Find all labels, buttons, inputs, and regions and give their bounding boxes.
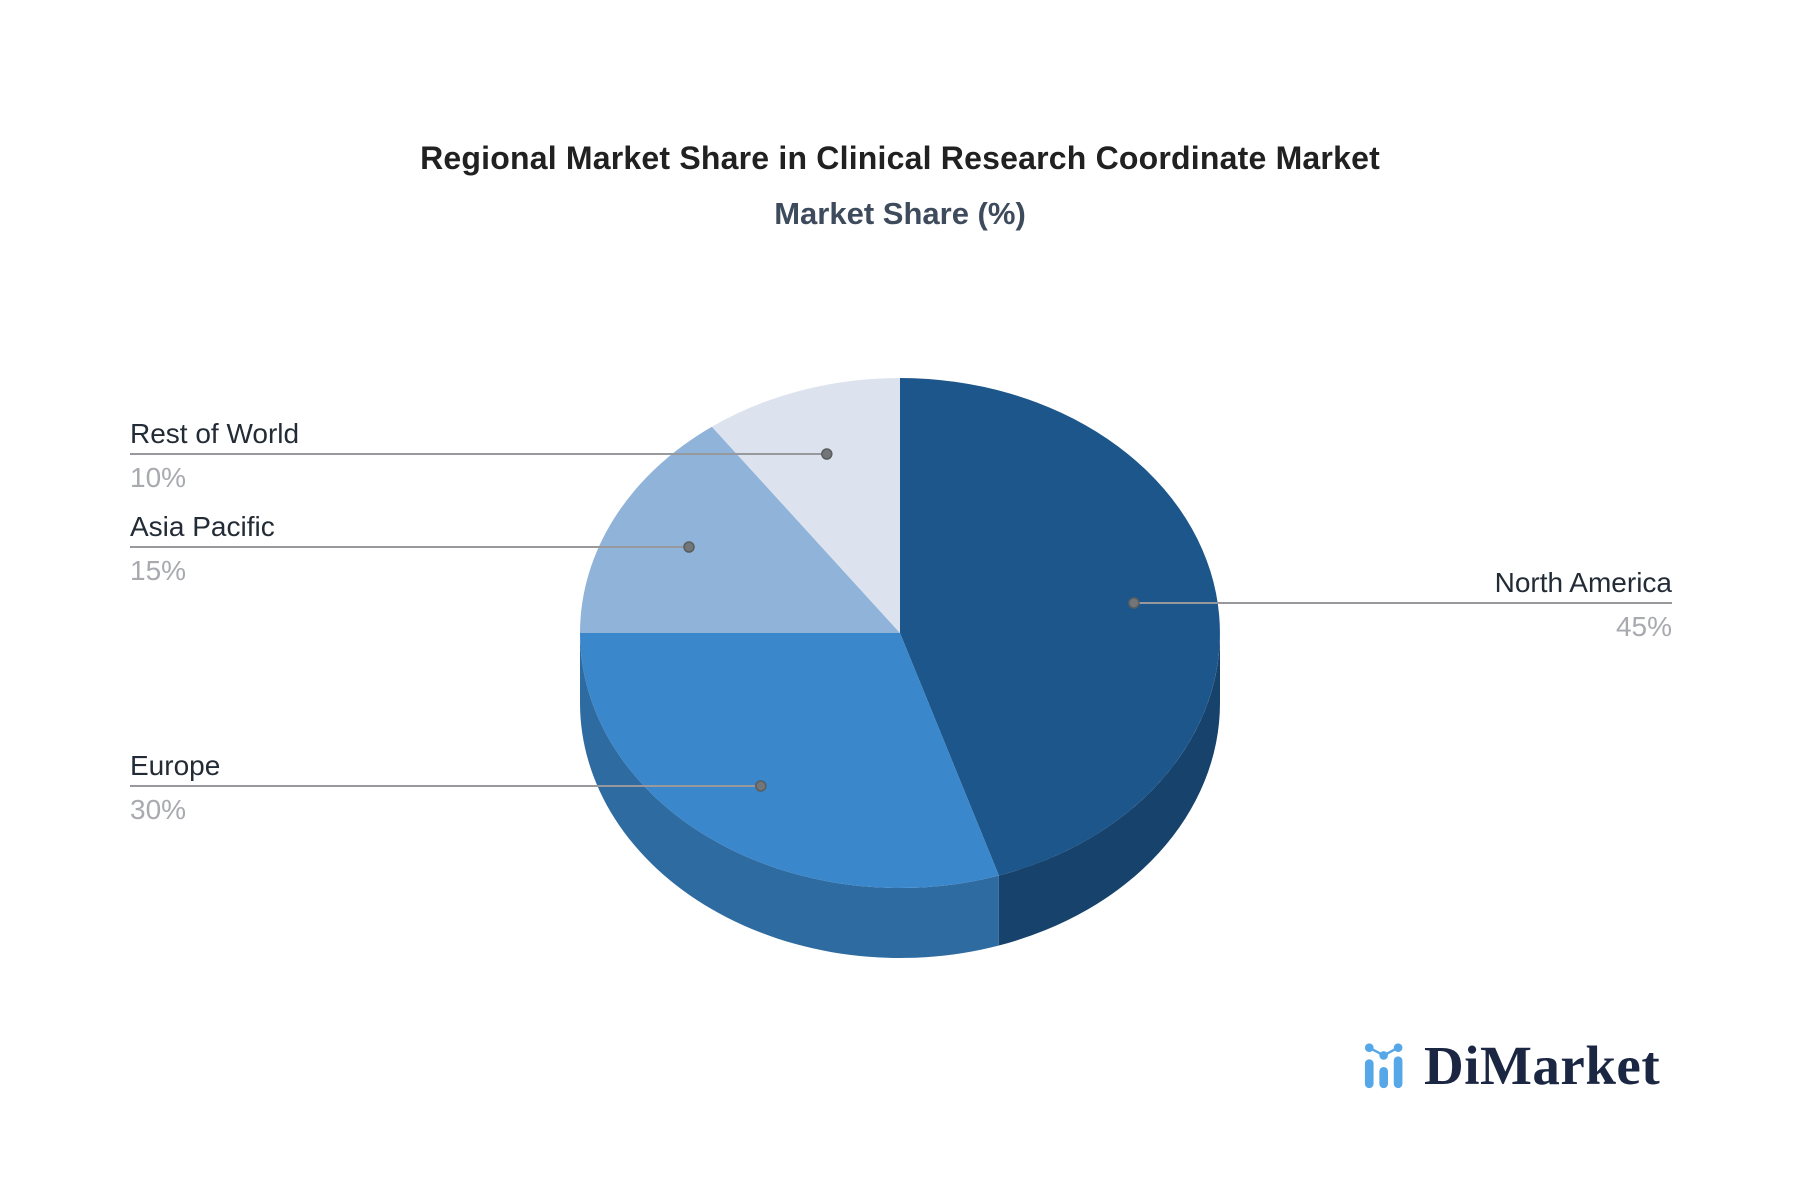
pie-rim-north-america [998, 633, 1220, 946]
chart-title: Regional Market Share in Clinical Resear… [420, 140, 1380, 176]
leader-dot-europe [755, 780, 767, 792]
leader-dot-asia-pacific [683, 541, 695, 553]
pie-rim-europe [580, 633, 999, 958]
pie-label-north-america: North America 45% [1495, 566, 1672, 644]
logo-dot-2 [1379, 1051, 1388, 1060]
pie-label-value: 45% [1615, 611, 1672, 642]
leader-dot-north-america [1128, 597, 1140, 609]
pie-slice-europe[interactable] [580, 633, 999, 888]
pie-label-europe: Europe 30% [130, 749, 220, 827]
pie-label-name: Rest of World [130, 418, 300, 449]
brand-logo: DiMarket [1362, 1038, 1660, 1093]
pie-label-name: Asia Pacific [130, 511, 275, 542]
pie-slice-asia-pacific[interactable] [580, 426, 900, 633]
pie-label-name: Europe [130, 750, 221, 781]
logo-dot-1 [1364, 1043, 1374, 1053]
pie-label-name: North America [1494, 567, 1672, 598]
logo-bar-2 [1379, 1066, 1388, 1089]
pie-slice-north-america[interactable] [900, 378, 1220, 876]
chart-subtitle: Market Share (%) [774, 196, 1026, 231]
pie-label-asia-pacific: Asia Pacific 15% [130, 510, 275, 588]
logo-dot-3 [1393, 1043, 1403, 1053]
leader-dot-rest-of-world [821, 448, 833, 460]
brand-name: DiMarket [1424, 1035, 1661, 1096]
pie-label-value: 10% [130, 462, 187, 493]
pie-slice-rest-of-world[interactable] [711, 378, 900, 633]
pie-label-rest-of-world: Rest of World 10% [130, 417, 299, 495]
bar-line-chart-icon [1364, 1043, 1403, 1089]
pie-label-value: 15% [130, 555, 187, 586]
logo-bar-3 [1393, 1056, 1403, 1089]
logo-bar-1 [1364, 1059, 1374, 1089]
pie-label-value: 30% [130, 794, 187, 825]
